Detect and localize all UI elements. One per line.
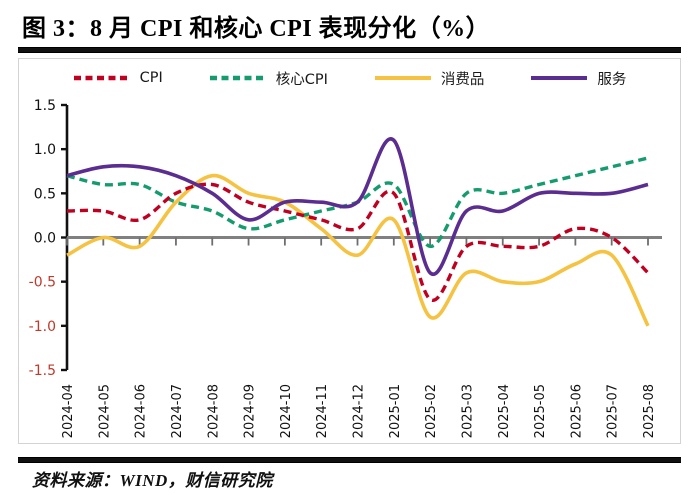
legend-label: 服务: [597, 71, 627, 88]
chart-legend: CPI 核心CPI 消费品 服务: [0, 66, 699, 90]
footer-divider: [18, 457, 681, 463]
chart-plot-area: 1.5 1.0 0.5 0.0 -0.5 -1.0 -1.5 2024-04 2024-05 20…: [18, 58, 681, 444]
legend-item-核心CPI[interactable]: 核心CPI: [209, 68, 328, 89]
legend-label: 消费品: [440, 71, 485, 88]
x-tick-label: 2025-03: [460, 384, 475, 438]
legend-item-消费品[interactable]: 消费品: [374, 68, 485, 89]
legend-item-服务[interactable]: 服务: [530, 68, 626, 89]
x-tick-label: 2024-04: [61, 384, 76, 438]
y-tick-label: -1.0: [29, 319, 56, 335]
legend-label: 核心CPI: [275, 71, 328, 88]
line-chart-svg: 1.5 1.0 0.5 0.0 -0.5 -1.0 -1.5 2024-04 2024-05 20…: [29, 98, 662, 438]
series-line-消费品: [66, 173, 650, 327]
y-tick-label: -1.5: [29, 363, 56, 379]
x-tick-label: 2025-05: [533, 384, 548, 438]
x-tick-label: 2025-07: [606, 384, 621, 438]
legend-label: CPI: [139, 70, 163, 86]
x-tick-label: 2025-01: [388, 384, 403, 438]
x-tick-label: 2024-08: [206, 384, 221, 438]
source-note: 资料来源：WIND，财信研究院: [32, 471, 273, 490]
page-title: 图 3：8 月 CPI 和核心 CPI 表现分化（%）: [22, 16, 491, 42]
x-tick-label: 2024-09: [243, 384, 258, 438]
x-tick-label: 2024-11: [315, 384, 330, 438]
y-tick-label: 0.5: [34, 186, 56, 202]
legend-item-CPI[interactable]: CPI: [73, 70, 163, 86]
x-tick-label: 2024-05: [97, 384, 112, 438]
legend-swatch-icon: [530, 71, 588, 85]
x-tick-label: 2024-12: [352, 384, 367, 438]
x-tick-label: 2025-02: [424, 384, 439, 438]
y-tick-label: 1.0: [34, 142, 56, 158]
legend-swatch-icon: [73, 71, 131, 85]
x-tick-label: 2025-08: [642, 384, 657, 438]
x-tick-label: 2024-07: [170, 384, 185, 438]
title-area: 图 3：8 月 CPI 和核心 CPI 表现分化（%）: [0, 0, 699, 53]
y-tick-label: 0.0: [34, 231, 56, 247]
title-divider: [18, 47, 681, 53]
legend-swatch-icon: [209, 71, 267, 85]
y-tick-label: -0.5: [29, 275, 56, 291]
x-tick-label: 2024-06: [134, 384, 149, 438]
x-tick-label: 2024-10: [279, 384, 294, 438]
legend-swatch-icon: [374, 71, 432, 85]
series-line-服务: [66, 137, 649, 277]
series-line-CPI: [66, 182, 650, 302]
y-tick-label: 1.5: [34, 98, 56, 114]
x-tick-label: 2025-04: [497, 384, 512, 438]
x-tick-label: 2025-06: [569, 384, 584, 438]
plot-frame: [18, 58, 681, 444]
